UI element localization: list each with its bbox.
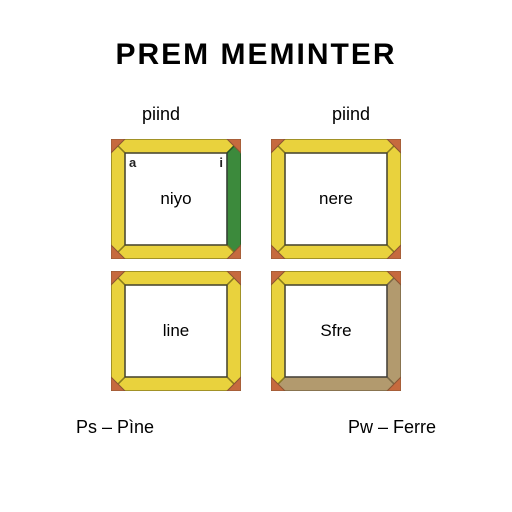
header-left: piind — [91, 104, 231, 125]
box-label: Sfre — [320, 321, 351, 341]
page-title: PREM MEMINTER — [116, 38, 397, 72]
corner-mark-a: a — [129, 155, 136, 170]
box-top-right: nere — [271, 139, 401, 259]
box-bottom-left: line — [111, 271, 241, 391]
box-top-left: a i niyo — [111, 139, 241, 259]
column-headers: piind piind — [91, 104, 421, 125]
bottom-label-left: Ps – Pìne — [76, 417, 154, 438]
box-label: nere — [319, 189, 353, 209]
header-right: piind — [281, 104, 421, 125]
box-bottom-right: Sfre — [271, 271, 401, 391]
bottom-label-right: Pw – Ferre — [348, 417, 436, 438]
box-grid: a i niyo nere line Sfre — [111, 133, 401, 397]
box-label: niyo — [160, 189, 191, 209]
corner-mark-i: i — [219, 155, 223, 170]
bottom-labels: Ps – Pìne Pw – Ferre — [76, 417, 436, 438]
box-label: line — [163, 321, 189, 341]
